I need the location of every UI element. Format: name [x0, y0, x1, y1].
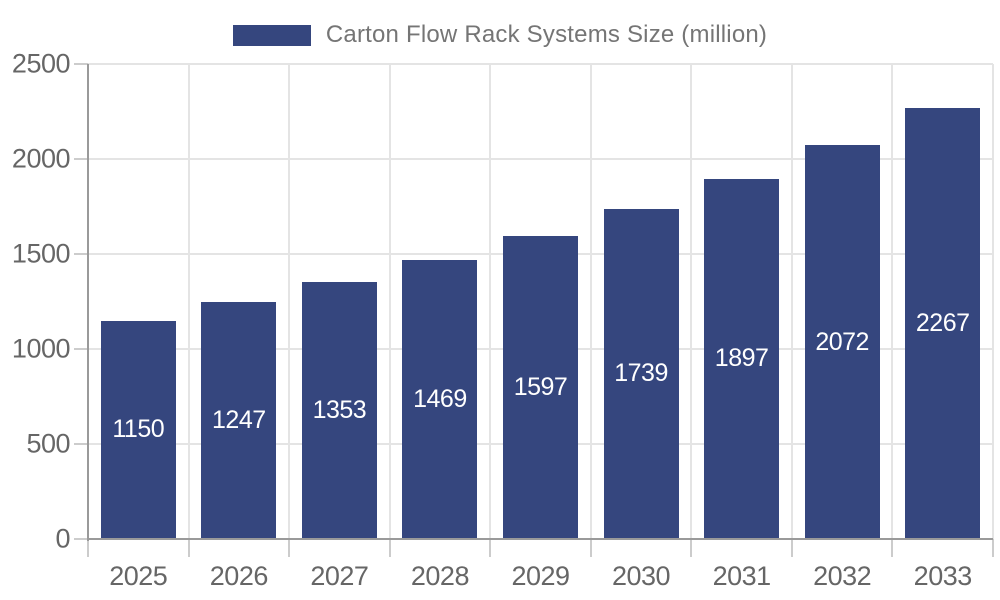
y-tick-label: 2000 [11, 143, 71, 174]
y-tick-label: 0 [55, 523, 70, 554]
x-tick-label: 2033 [913, 561, 973, 591]
bar: 1150 [100, 320, 176, 539]
x-tick-mark [489, 539, 492, 557]
x-tick-label: 2027 [310, 561, 369, 591]
y-tick-label: 2500 [11, 48, 71, 79]
x-gridline [992, 64, 994, 539]
bar-value-label: 1739 [614, 359, 668, 388]
y-gridline [88, 158, 993, 160]
x-gridline [489, 64, 492, 539]
x-gridline [589, 64, 592, 539]
bar: 1597 [503, 235, 578, 539]
bar: 2072 [804, 145, 880, 539]
x-tick-label: 2030 [612, 561, 671, 591]
x-tick-mark [87, 539, 89, 557]
bar: 1897 [704, 178, 780, 539]
x-tick-mark [288, 539, 291, 557]
x-axis-line [88, 538, 993, 540]
x-tick-label: 2029 [511, 561, 570, 591]
x-gridline [891, 64, 894, 539]
y-tick-mark [74, 348, 88, 350]
x-tick-mark [790, 539, 793, 557]
legend-label: Carton Flow Rack Systems Size (million) [325, 21, 768, 48]
y-axis-line [87, 64, 89, 541]
x-tick-mark [992, 539, 994, 557]
y-tick-mark [74, 538, 88, 540]
legend-swatch [232, 24, 311, 46]
y-gridline [88, 63, 993, 65]
bar-value-label: 1597 [513, 372, 568, 401]
bar-value-label: 1897 [714, 344, 769, 373]
y-tick-mark [74, 158, 88, 160]
legend: Carton Flow Rack Systems Size (million) [0, 21, 1000, 49]
bar: 2267 [905, 108, 981, 539]
y-tick-mark [74, 443, 88, 445]
bar-value-label: 1469 [413, 384, 467, 413]
y-tick-mark [74, 253, 88, 255]
x-gridline [187, 64, 190, 539]
x-tick-label: 2028 [410, 561, 470, 591]
y-tick-label: 1500 [11, 238, 71, 269]
x-tick-mark [589, 539, 592, 557]
x-tick-mark [187, 539, 190, 557]
x-tick-mark [388, 539, 391, 557]
bar: 1739 [603, 208, 679, 539]
y-tick-label: 500 [26, 428, 70, 459]
x-gridline [388, 64, 391, 539]
x-gridline [690, 64, 693, 539]
bar: 1353 [301, 281, 377, 539]
x-tick-label: 2032 [813, 561, 872, 591]
bar-value-label: 1247 [212, 406, 266, 435]
bar-value-label: 1353 [312, 395, 367, 424]
x-gridline [790, 64, 793, 539]
x-gridline [288, 64, 291, 539]
bar-value-label: 2267 [915, 309, 970, 338]
y-tick-label: 1000 [11, 333, 71, 364]
x-tick-label: 2025 [109, 561, 168, 591]
y-tick-mark [74, 63, 88, 65]
x-tick-mark [690, 539, 693, 557]
bar-value-label: 1150 [112, 415, 165, 444]
bar: 1247 [201, 302, 277, 539]
x-tick-mark [891, 539, 894, 557]
x-tick-label: 2031 [712, 561, 772, 591]
x-tick-label: 2026 [209, 561, 269, 591]
bar: 1469 [402, 259, 478, 539]
bar-value-label: 2072 [815, 327, 869, 356]
